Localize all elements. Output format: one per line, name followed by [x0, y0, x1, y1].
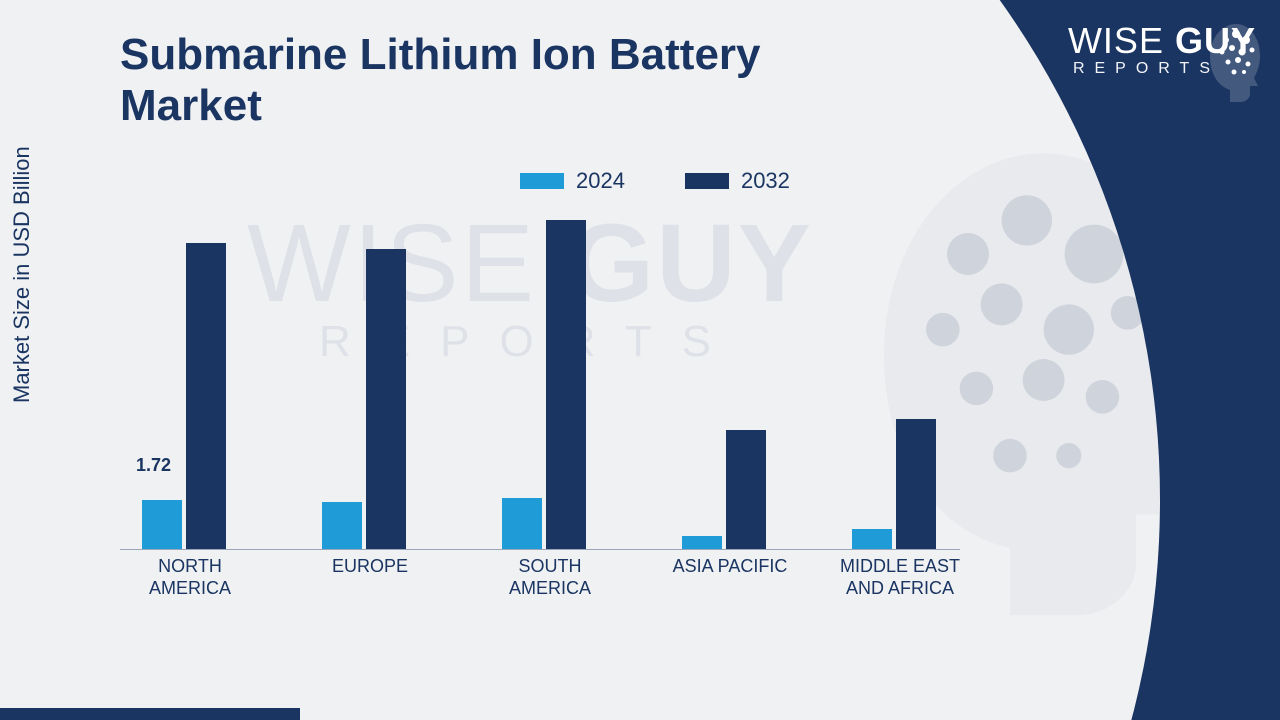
legend-item-2032: 2032	[685, 168, 790, 194]
bar-2024	[322, 502, 362, 549]
bar-2032	[896, 419, 936, 549]
bar-value-label: 1.72	[136, 455, 171, 476]
legend-label-2024: 2024	[576, 168, 625, 194]
category-label: ASIA PACIFIC	[660, 556, 800, 578]
bar-2024	[852, 529, 892, 549]
legend-swatch-2032	[685, 173, 729, 189]
legend-item-2024: 2024	[520, 168, 625, 194]
bar-2032	[366, 249, 406, 549]
category-label: NORTH AMERICA	[120, 556, 260, 599]
brand-light: WISE	[1068, 20, 1164, 61]
bar-2032	[186, 243, 226, 549]
bottom-accent-bar	[0, 708, 300, 720]
chart-title: Submarine Lithium Ion Battery Market	[120, 30, 860, 131]
category-label: SOUTH AMERICA	[480, 556, 620, 599]
bar-2024	[682, 536, 722, 549]
bar-2032	[726, 430, 766, 549]
legend: 2024 2032	[520, 168, 790, 194]
chart-canvas: WISE GUY REPORTS Submarine Lithium Ion B…	[0, 0, 1280, 720]
y-axis-label: Market Size in USD Billion	[9, 146, 35, 403]
plot-area: 1.72	[120, 210, 960, 550]
brand-logo: WISE GUY REPORTS	[976, 20, 1256, 78]
bar-2032	[546, 220, 586, 549]
bar-2024	[502, 498, 542, 549]
legend-swatch-2024	[520, 173, 564, 189]
bar-2024: 1.72	[142, 500, 182, 549]
legend-label-2032: 2032	[741, 168, 790, 194]
brand-sub: REPORTS	[976, 60, 1256, 78]
category-label: MIDDLE EAST AND AFRICA	[830, 556, 970, 599]
category-label: EUROPE	[300, 556, 440, 578]
